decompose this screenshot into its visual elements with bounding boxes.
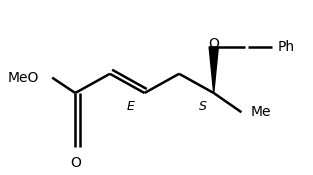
Text: S: S bbox=[199, 100, 207, 113]
Text: Me: Me bbox=[250, 105, 271, 119]
Text: Ph: Ph bbox=[277, 40, 294, 54]
Text: O: O bbox=[208, 37, 219, 51]
Text: O: O bbox=[70, 156, 81, 170]
Polygon shape bbox=[209, 47, 218, 93]
Text: MeO: MeO bbox=[7, 71, 39, 85]
Text: E: E bbox=[127, 100, 135, 113]
